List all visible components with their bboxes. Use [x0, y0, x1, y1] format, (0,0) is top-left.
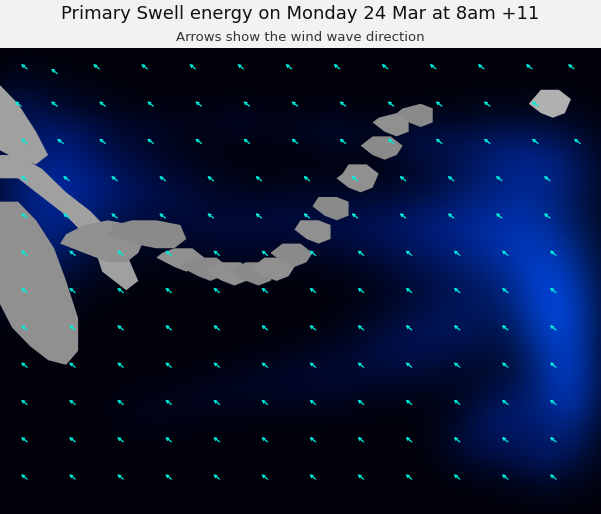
- Polygon shape: [180, 258, 228, 281]
- Text: Arrows show the wind wave direction: Arrows show the wind wave direction: [176, 31, 425, 44]
- Polygon shape: [294, 221, 331, 244]
- Polygon shape: [60, 221, 144, 262]
- Polygon shape: [0, 201, 78, 365]
- Polygon shape: [204, 262, 252, 286]
- Polygon shape: [0, 85, 48, 164]
- Text: Primary Swell energy on Monday 24 Mar at 8am +11: Primary Swell energy on Monday 24 Mar at…: [61, 5, 540, 23]
- Polygon shape: [0, 155, 138, 290]
- Polygon shape: [313, 197, 349, 221]
- Polygon shape: [397, 104, 433, 127]
- Polygon shape: [337, 164, 379, 192]
- Polygon shape: [270, 244, 313, 267]
- Polygon shape: [361, 136, 403, 160]
- Polygon shape: [529, 90, 571, 118]
- Polygon shape: [252, 258, 294, 281]
- Polygon shape: [228, 262, 276, 286]
- Polygon shape: [373, 113, 409, 136]
- Polygon shape: [156, 248, 204, 271]
- Polygon shape: [108, 221, 186, 248]
